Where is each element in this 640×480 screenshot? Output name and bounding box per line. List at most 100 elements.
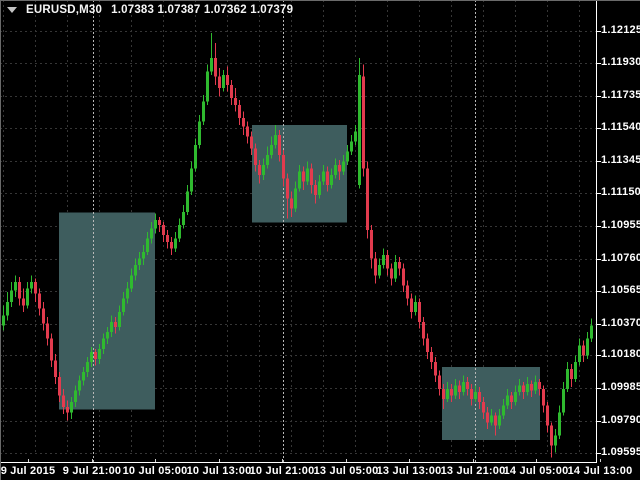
candle-body bbox=[314, 185, 317, 196]
candle-body bbox=[158, 220, 161, 226]
candle-body bbox=[234, 98, 237, 105]
candle-body bbox=[522, 385, 525, 393]
candle-body bbox=[338, 164, 341, 172]
candle-body bbox=[270, 144, 273, 155]
candle-body bbox=[242, 118, 245, 127]
candle-body bbox=[526, 383, 529, 393]
price-axis-label: 1.10180 bbox=[601, 348, 640, 360]
candle-body bbox=[266, 154, 269, 165]
candle-body bbox=[298, 171, 301, 189]
candle-body bbox=[262, 164, 265, 176]
candle-body bbox=[66, 407, 69, 413]
candle-body bbox=[110, 322, 113, 333]
time-axis-label: 10 Jul 13:00 bbox=[186, 465, 252, 477]
candle-body bbox=[434, 362, 437, 376]
candle-body bbox=[574, 362, 577, 379]
candle-body bbox=[146, 238, 149, 252]
time-axis-label: 14 Jul 05:00 bbox=[503, 465, 569, 477]
candle-body bbox=[118, 312, 121, 328]
candle-body bbox=[466, 382, 469, 389]
candle-body bbox=[534, 382, 537, 391]
candle-body bbox=[442, 388, 445, 399]
candle-body bbox=[478, 392, 481, 403]
candle-body bbox=[554, 435, 557, 446]
candle-body bbox=[230, 84, 233, 99]
candle-body bbox=[34, 281, 37, 294]
candle-body bbox=[310, 168, 313, 186]
candle-body bbox=[254, 148, 257, 165]
candle-body bbox=[422, 322, 425, 339]
candle-body bbox=[518, 385, 521, 393]
time-axis-label: 13 Jul 21:00 bbox=[440, 465, 506, 477]
candle-body bbox=[222, 74, 225, 89]
candle-body bbox=[402, 268, 405, 286]
symbol-dropdown-icon[interactable] bbox=[7, 7, 17, 13]
candle-body bbox=[370, 230, 373, 259]
candle-body bbox=[250, 136, 253, 149]
candle-body bbox=[182, 211, 185, 226]
candle-body bbox=[306, 168, 309, 182]
candle-body bbox=[102, 338, 105, 349]
price-axis-label: 1.09595 bbox=[601, 446, 640, 458]
candle-body bbox=[342, 161, 345, 172]
candle-body bbox=[206, 71, 209, 102]
candle-body bbox=[322, 171, 325, 182]
candle-body bbox=[374, 258, 377, 276]
candle-body bbox=[398, 261, 401, 269]
candle-body bbox=[346, 151, 349, 162]
time-axis-label: 9 Jul 21:00 bbox=[62, 465, 122, 477]
candle-body bbox=[502, 405, 505, 416]
candle-body bbox=[282, 154, 285, 179]
candle-body bbox=[566, 368, 569, 389]
candle-body bbox=[226, 74, 229, 85]
candle-body bbox=[154, 220, 157, 229]
candle-body bbox=[114, 322, 117, 328]
candle-body bbox=[30, 281, 33, 289]
candle-body bbox=[106, 332, 109, 339]
price-axis-label: 1.11345 bbox=[601, 154, 640, 166]
candle-body bbox=[458, 385, 461, 393]
price-axis-label: 1.09790 bbox=[601, 414, 640, 426]
candle-body bbox=[462, 382, 465, 393]
candle-body bbox=[38, 293, 41, 309]
candle-body bbox=[546, 405, 549, 426]
ohlc-readout: 1.07383 1.07387 1.07362 1.07379 bbox=[111, 4, 294, 16]
time-axis-label: 14 Jul 13:00 bbox=[567, 465, 633, 477]
candle-body bbox=[538, 382, 541, 389]
candle-body bbox=[446, 388, 449, 399]
candle-body bbox=[530, 383, 533, 391]
candle-body bbox=[238, 104, 241, 119]
candle-body bbox=[318, 181, 321, 196]
candle-body bbox=[186, 191, 189, 212]
candle-body bbox=[470, 388, 473, 399]
price-axis-label: 1.11930 bbox=[601, 56, 640, 68]
candle-body bbox=[54, 360, 57, 378]
candle-body bbox=[362, 76, 365, 169]
candle-body bbox=[290, 198, 293, 209]
candle-body bbox=[70, 402, 73, 413]
price-axis-label: 1.11150 bbox=[601, 186, 640, 198]
candle-body bbox=[122, 298, 125, 313]
symbol-period-label: EURUSD,M30 bbox=[26, 4, 103, 16]
time-axis-label: 10 Jul 05:00 bbox=[122, 465, 188, 477]
candle-body bbox=[382, 255, 385, 266]
candle-body bbox=[14, 281, 17, 291]
candle-body bbox=[278, 134, 281, 155]
candle-body bbox=[474, 392, 477, 399]
candle-body bbox=[386, 255, 389, 269]
candle-body bbox=[558, 412, 561, 436]
candle-body bbox=[190, 168, 193, 192]
price-axis-label: 1.10565 bbox=[601, 284, 640, 296]
candle-body bbox=[62, 395, 65, 408]
candle-body bbox=[214, 58, 217, 77]
candle-body bbox=[202, 101, 205, 122]
candle-body bbox=[286, 178, 289, 199]
candle-body bbox=[334, 164, 337, 176]
candle-body bbox=[50, 338, 53, 361]
candle-body bbox=[414, 301, 417, 313]
candle-body bbox=[142, 251, 145, 259]
price-axis-label: 1.10955 bbox=[601, 219, 640, 231]
candle-body bbox=[126, 288, 129, 299]
